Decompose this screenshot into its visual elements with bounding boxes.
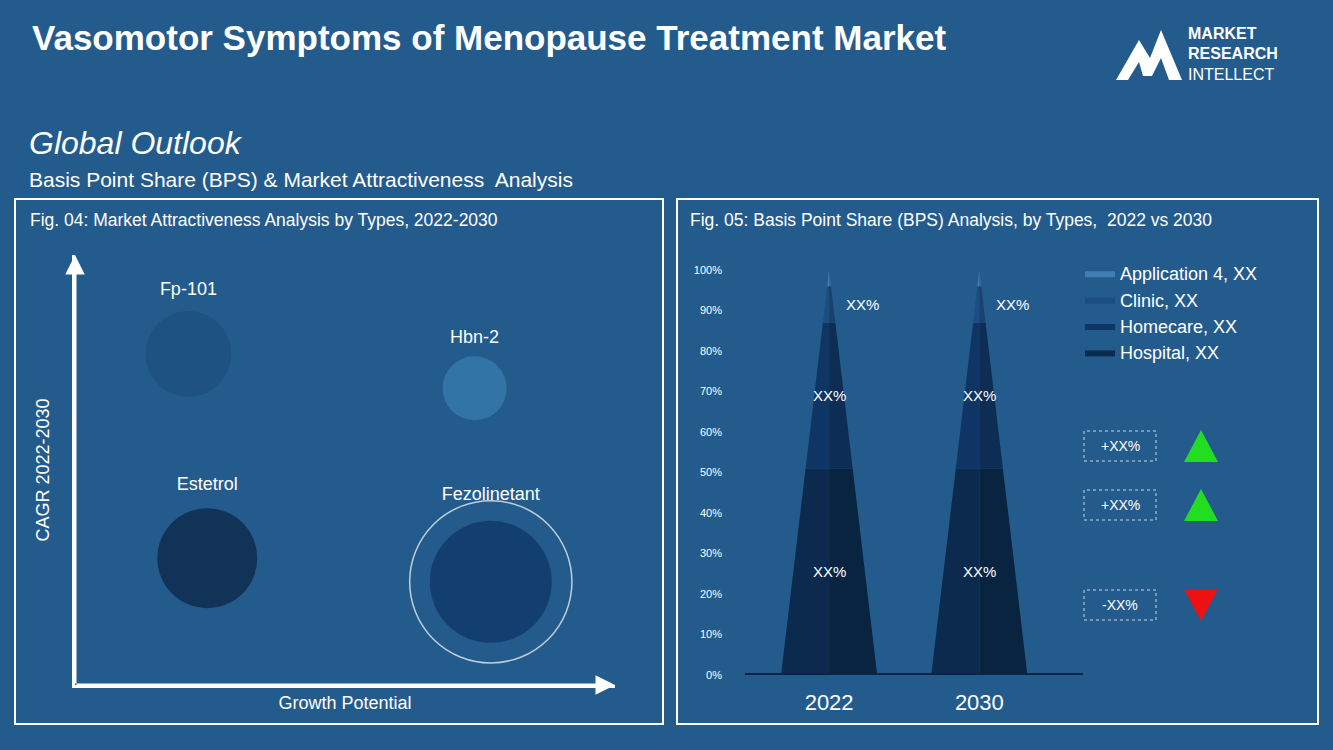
svg-text:Fig. 05: Basis Point Share (BP: Fig. 05: Basis Point Share (BPS) Analysi… — [690, 210, 1212, 230]
svg-text:+XX%: +XX% — [1101, 438, 1140, 454]
svg-text:Estetrol: Estetrol — [177, 474, 238, 494]
svg-text:10%: 10% — [700, 628, 722, 640]
svg-text:RESEARCH: RESEARCH — [1188, 45, 1278, 62]
svg-text:+XX%: +XX% — [1101, 497, 1140, 513]
svg-text:Vasomotor Symptoms of Menopaus: Vasomotor Symptoms of Menopause Treatmen… — [32, 18, 946, 57]
svg-text:Clinic, XX: Clinic, XX — [1120, 291, 1198, 311]
svg-text:40%: 40% — [700, 507, 722, 519]
svg-text:Basis Point Share (BPS) & Mark: Basis Point Share (BPS) & Market Attract… — [29, 168, 573, 191]
svg-text:MARKET: MARKET — [1188, 25, 1257, 42]
svg-text:Hbn-2: Hbn-2 — [450, 327, 499, 347]
svg-text:Fp-101: Fp-101 — [160, 279, 217, 299]
svg-text:XX%: XX% — [846, 296, 879, 313]
svg-text:Growth Potential: Growth Potential — [278, 693, 411, 713]
svg-text:-XX%: -XX% — [1102, 597, 1138, 613]
svg-text:20%: 20% — [700, 588, 722, 600]
svg-text:XX%: XX% — [996, 296, 1029, 313]
svg-text:XX%: XX% — [963, 387, 996, 404]
svg-text:50%: 50% — [700, 466, 722, 478]
svg-text:Hospital, XX: Hospital, XX — [1120, 343, 1219, 363]
svg-text:Fig. 04: Market Attractiveness: Fig. 04: Market Attractiveness Analysis … — [30, 210, 498, 230]
svg-text:CAGR 2022-2030: CAGR 2022-2030 — [33, 398, 53, 541]
svg-text:2030: 2030 — [955, 690, 1004, 715]
svg-text:90%: 90% — [700, 304, 722, 316]
svg-text:70%: 70% — [700, 385, 722, 397]
svg-text:80%: 80% — [700, 345, 722, 357]
svg-text:Application 4, XX: Application 4, XX — [1120, 264, 1257, 284]
svg-text:60%: 60% — [700, 426, 722, 438]
svg-text:XX%: XX% — [963, 563, 996, 580]
svg-text:XX%: XX% — [813, 563, 846, 580]
svg-text:2022: 2022 — [805, 690, 854, 715]
svg-text:100%: 100% — [694, 264, 722, 276]
svg-text:30%: 30% — [700, 547, 722, 559]
svg-text:Fezolinetant: Fezolinetant — [442, 484, 540, 504]
svg-text:Homecare, XX: Homecare, XX — [1120, 317, 1237, 337]
svg-text:0%: 0% — [706, 669, 722, 681]
svg-text:INTELLECT: INTELLECT — [1188, 66, 1274, 83]
svg-text:Global Outlook: Global Outlook — [29, 125, 243, 161]
svg-text:XX%: XX% — [813, 387, 846, 404]
